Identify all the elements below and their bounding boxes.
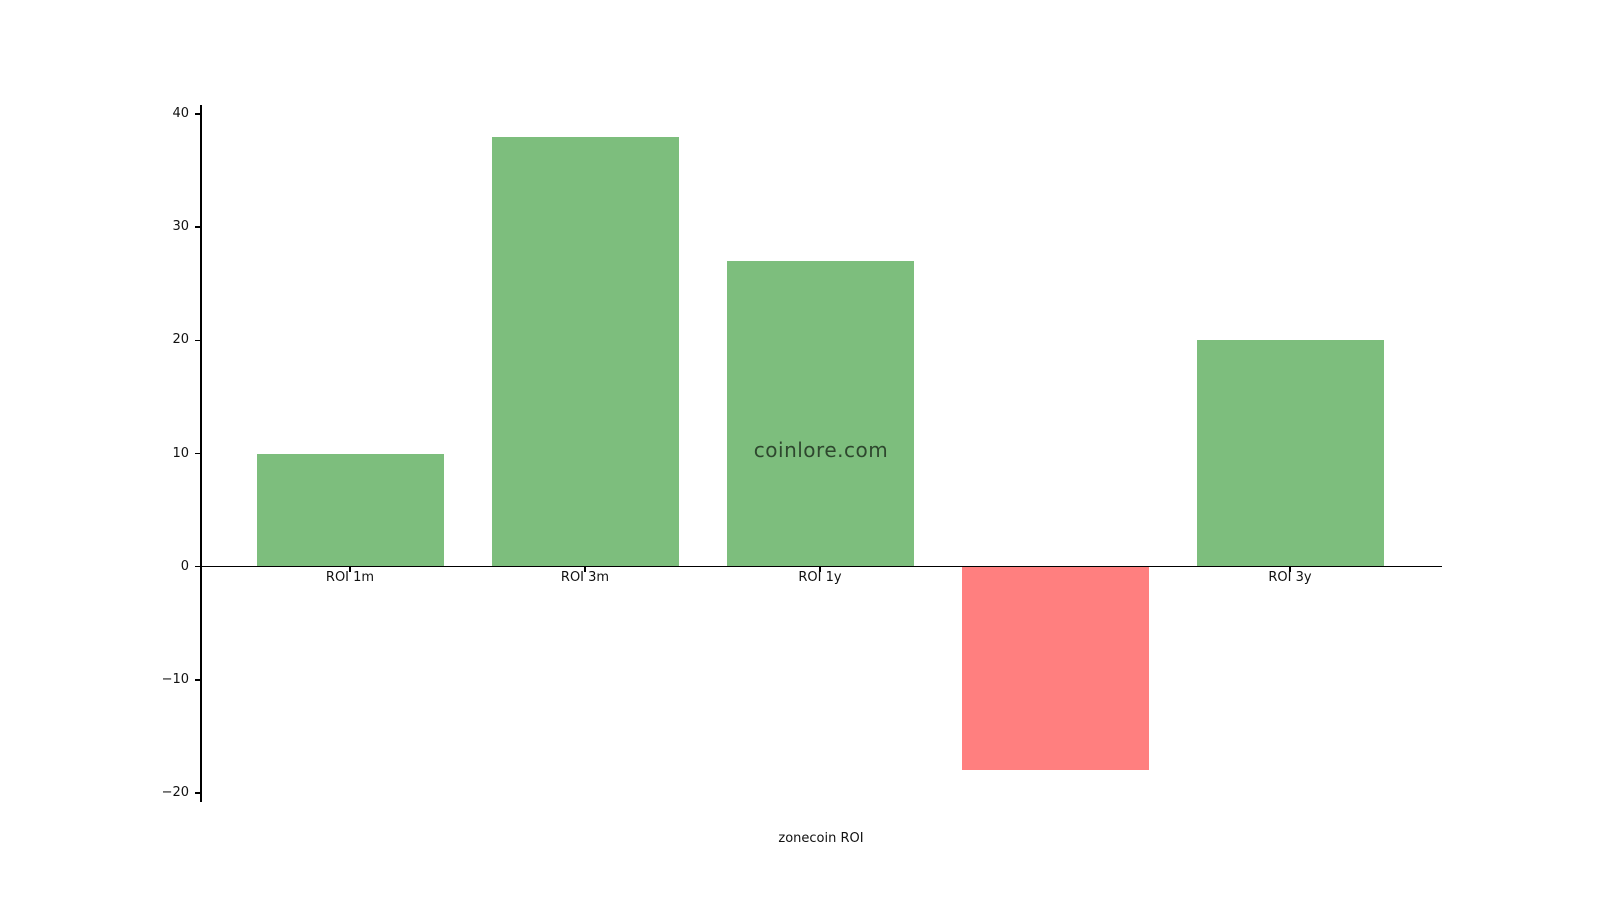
x-tick-label: ROI 1m <box>325 569 375 585</box>
x-tick-label: ROI 3y <box>1268 569 1312 585</box>
x-axis-title: zonecoin ROI <box>778 831 864 846</box>
bar-roi-3m <box>491 136 679 567</box>
y-tick <box>195 792 200 794</box>
y-tick-label: −20 <box>161 784 189 800</box>
y-tick <box>195 452 200 455</box>
bar-roi-1y <box>726 261 914 567</box>
y-tick <box>195 565 200 568</box>
x-axis-line <box>200 565 1442 568</box>
x-tick <box>349 566 351 572</box>
y-tick-label: 30 <box>172 219 189 235</box>
x-tick <box>584 566 586 572</box>
y-tick <box>195 339 200 342</box>
y-axis-spine <box>200 105 202 802</box>
x-tick-label: ROI 3m <box>560 569 610 585</box>
x-tick <box>819 566 821 572</box>
bar-unlabeled <box>961 566 1149 771</box>
y-tick-label: 40 <box>172 106 189 122</box>
y-tick-label: 0 <box>180 558 189 574</box>
y-tick <box>195 226 200 228</box>
x-tick-label: ROI 1y <box>798 569 842 585</box>
bar-roi-1m <box>256 453 444 567</box>
y-tick-label: −10 <box>161 671 189 687</box>
y-tick-label: 20 <box>172 332 189 348</box>
y-tick <box>195 679 200 681</box>
bar-roi-3y <box>1196 340 1384 567</box>
watermark-text: coinlore.com <box>753 438 889 462</box>
y-tick-label: 10 <box>172 445 189 461</box>
x-tick <box>1289 566 1291 572</box>
y-tick <box>195 113 200 115</box>
